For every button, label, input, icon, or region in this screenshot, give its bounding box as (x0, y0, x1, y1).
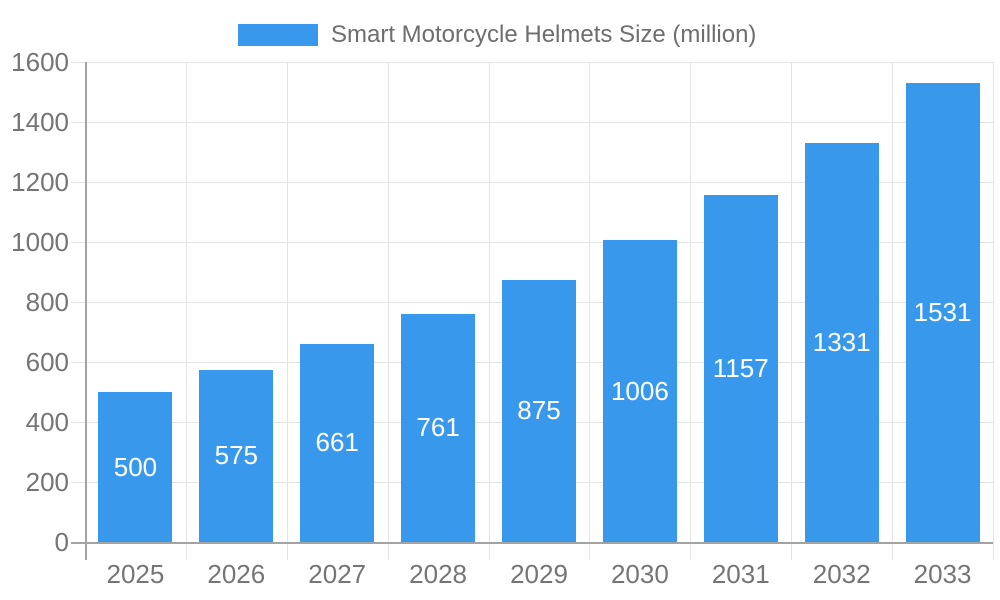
bar-value-label: 1006 (610, 375, 669, 406)
v-gridline (791, 62, 793, 560)
v-gridline (185, 62, 187, 560)
y-axis-tick-label: 1400 (11, 107, 69, 137)
bar-2033[interactable]: 1531 (905, 82, 980, 542)
x-axis-tick-label: 2025 (106, 559, 165, 589)
bar-2031[interactable]: 1157 (703, 194, 778, 542)
x-axis-tick-label: 2032 (812, 559, 871, 589)
v-gridline (387, 62, 389, 560)
h-gridline (71, 242, 993, 243)
bar-value-label: 875 (517, 395, 561, 426)
v-gridline (993, 62, 994, 560)
v-gridline (488, 62, 490, 560)
bar-value-label: 575 (214, 440, 259, 471)
y-axis-tick-label: 800 (25, 287, 69, 317)
bar-2028[interactable]: 761 (401, 313, 476, 542)
bar-value-label: 1157 (712, 352, 769, 383)
bar-2025[interactable]: 500 (98, 392, 173, 542)
legend-item[interactable]: Smart Motorcycle Helmets Size (million) (238, 21, 756, 49)
v-gridline (892, 62, 894, 560)
bar-value-label: 1331 (812, 326, 871, 357)
bar-2026[interactable]: 575 (199, 369, 274, 542)
legend-label: Smart Motorcycle Helmets Size (million) (331, 21, 757, 48)
x-axis-tick-label: 2026 (207, 559, 266, 589)
h-gridline (71, 182, 993, 183)
v-gridline (286, 62, 288, 560)
x-axis-tick-label: 2031 (711, 559, 770, 589)
y-axis-tick-label: 200 (25, 467, 69, 497)
bar-value-label: 500 (113, 451, 158, 482)
h-gridline (71, 122, 993, 123)
y-axis-line (85, 62, 87, 560)
x-axis-tick-label: 2030 (610, 559, 669, 589)
legend-swatch-icon (238, 24, 318, 46)
plot-area: 500 575 661 761 875 1006 1157 1331 1531 (71, 62, 994, 560)
bar-value-label: 661 (315, 427, 359, 458)
bar-2029[interactable]: 875 (502, 279, 576, 542)
h-gridline (71, 62, 993, 63)
x-axis-tick-label: 2033 (913, 559, 972, 589)
bar-2027[interactable]: 661 (300, 343, 375, 542)
bar-2030[interactable]: 1006 (602, 240, 677, 542)
y-axis-tick-label: 0 (54, 527, 69, 557)
y-axis-tick-label: 600 (25, 347, 69, 377)
bar-2032[interactable]: 1331 (804, 142, 879, 542)
y-axis-tick-label: 1000 (11, 227, 69, 257)
v-gridline (690, 62, 692, 560)
bar-value-label: 761 (416, 412, 460, 443)
x-axis-tick-label: 2028 (409, 559, 468, 589)
y-axis-tick-label: 400 (25, 407, 69, 437)
x-axis-tick-label: 2029 (510, 559, 568, 589)
x-axis-tick-label: 2027 (308, 559, 367, 589)
y-axis-tick-label: 1600 (11, 47, 69, 77)
x-axis-line (71, 542, 993, 544)
y-axis-tick-label: 1200 (11, 167, 69, 197)
bar-value-label: 1531 (913, 296, 972, 327)
v-gridline (589, 62, 591, 560)
